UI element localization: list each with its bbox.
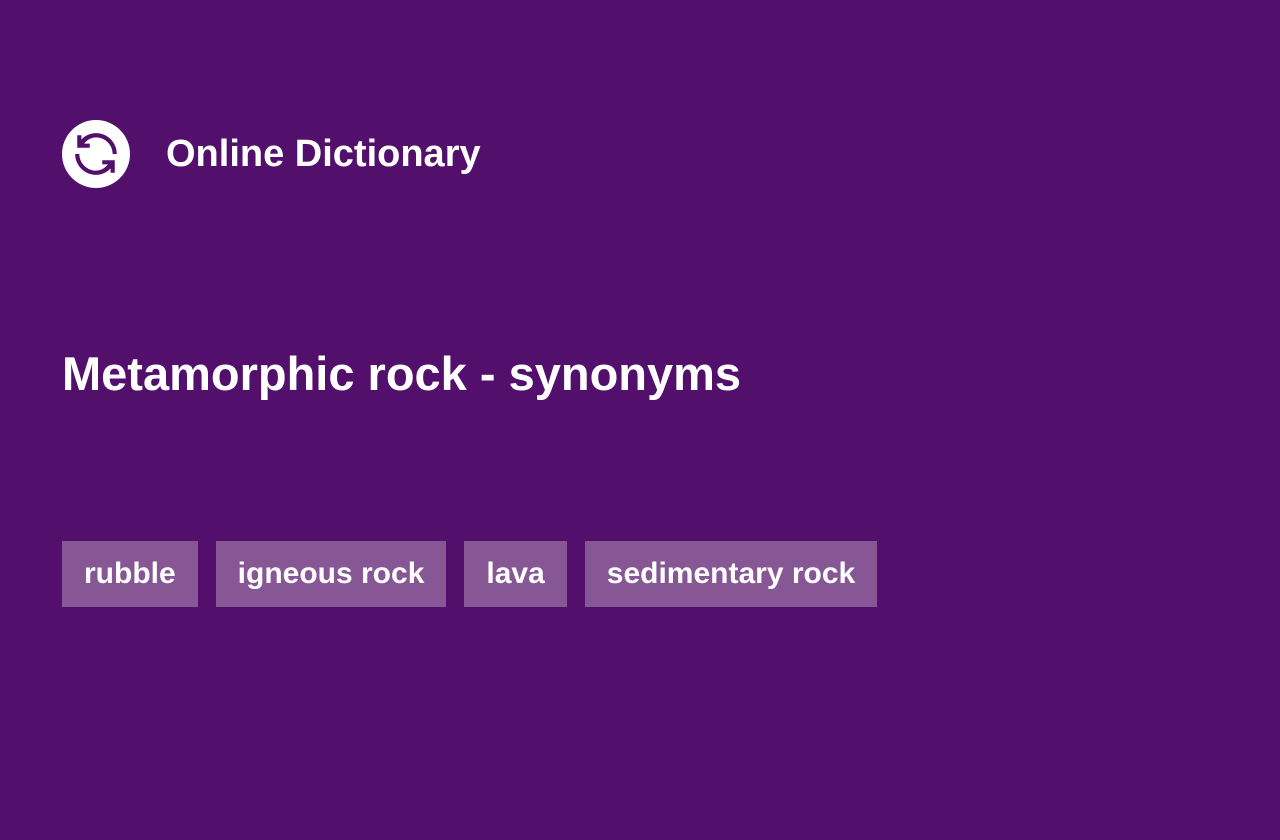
page-heading: Metamorphic rock - synonyms	[62, 346, 1218, 401]
synonym-tag[interactable]: lava	[464, 541, 566, 607]
swap-arrows-icon	[71, 129, 121, 179]
synonym-tag-list: rubble igneous rock lava sedimentary roc…	[62, 541, 1218, 607]
brand-logo	[62, 120, 130, 188]
synonym-tag[interactable]: igneous rock	[216, 541, 447, 607]
synonym-tag[interactable]: sedimentary rock	[585, 541, 877, 607]
header: Online Dictionary	[62, 120, 1218, 188]
site-title: Online Dictionary	[166, 133, 481, 176]
synonym-tag[interactable]: rubble	[62, 541, 198, 607]
